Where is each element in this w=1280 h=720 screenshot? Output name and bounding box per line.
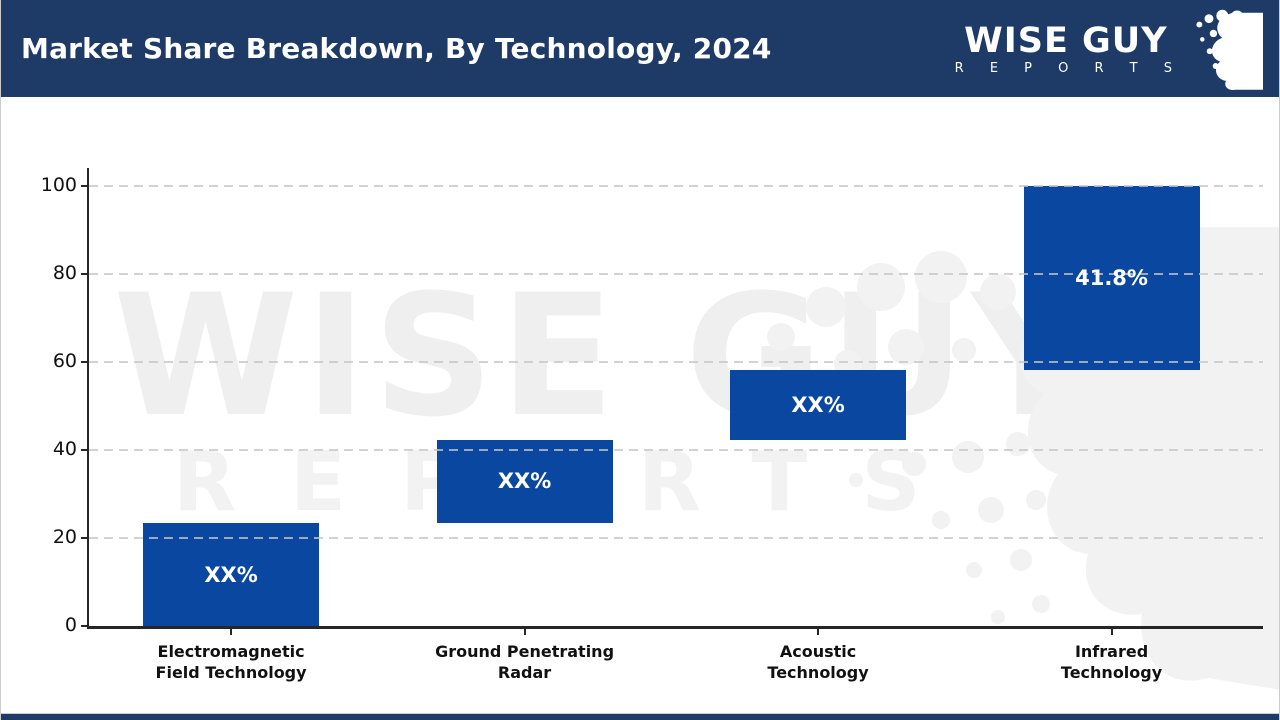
- y-axis-tick-label: 0: [64, 614, 77, 636]
- y-gridline: [89, 449, 1263, 451]
- y-axis-tick-mark: [81, 449, 89, 451]
- y-axis-line: [87, 168, 89, 629]
- bar-value-label: XX%: [204, 562, 258, 587]
- waterfall-bar: [1023, 186, 1200, 370]
- wiseguy-logo-text: WISE GUY R E P O R T S: [949, 23, 1183, 76]
- bar-value-label: 41.8%: [1075, 265, 1148, 290]
- wiseguy-logo-brand: WISE GUY: [964, 20, 1168, 61]
- category-label: Infrared Technology: [972, 641, 1252, 683]
- category-label-line: Acoustic: [779, 642, 857, 661]
- x-axis-tick-mark: [1110, 629, 1113, 635]
- y-gridline: [89, 361, 1263, 363]
- y-axis-tick-mark: [81, 185, 89, 187]
- y-gridline: [89, 185, 1263, 187]
- wiseguy-logo-sub: R E P O R T S: [954, 60, 1183, 76]
- x-axis-tick-mark: [523, 629, 526, 635]
- y-gridline: [89, 273, 1263, 275]
- category-label: Ground Penetrating Radar: [385, 641, 665, 683]
- category-label-line: Technology: [1060, 663, 1163, 682]
- waterfall-bar: [436, 439, 613, 524]
- x-axis-tick-mark: [817, 629, 820, 635]
- header-band: Market Share Breakdown, By Technology, 2…: [1, 0, 1279, 97]
- y-axis-tick-label: 80: [52, 262, 77, 284]
- y-axis-tick-mark: [81, 625, 89, 627]
- wiseguy-logo: WISE GUY R E P O R T S: [949, 8, 1263, 90]
- category-label-line: Radar: [497, 663, 552, 682]
- y-axis-tick-label: 60: [52, 350, 77, 372]
- wiseguy-face-icon: [1196, 9, 1263, 90]
- y-axis-tick-mark: [81, 361, 89, 363]
- category-label: Acoustic Technology: [678, 641, 958, 683]
- y-axis-tick-label: 20: [52, 526, 77, 548]
- chart-title: Market Share Breakdown, By Technology, 2…: [21, 32, 772, 65]
- bar-value-label: XX%: [497, 469, 552, 494]
- category-label-line: Ground Penetrating: [435, 642, 615, 661]
- bar-value-label: XX%: [791, 392, 845, 417]
- y-axis-tick-mark: [81, 537, 89, 539]
- category-label-line: Electromagnetic: [157, 642, 305, 661]
- footer-band: [1, 713, 1279, 720]
- waterfall-bar: [143, 523, 320, 626]
- waterfall-bar: [730, 369, 907, 440]
- y-axis-tick-label: 40: [52, 438, 77, 460]
- y-axis-tick-mark: [81, 273, 89, 275]
- category-label-line: Infrared: [1074, 642, 1149, 661]
- y-axis-tick-label: 100: [40, 174, 77, 196]
- x-axis-tick-mark: [230, 629, 233, 635]
- x-axis-line: [87, 626, 1263, 629]
- category-label: Electromagnetic Field Technology: [91, 641, 371, 683]
- y-gridline: [89, 537, 1263, 539]
- category-label-line: Field Technology: [155, 663, 307, 682]
- category-label-line: Technology: [767, 663, 869, 682]
